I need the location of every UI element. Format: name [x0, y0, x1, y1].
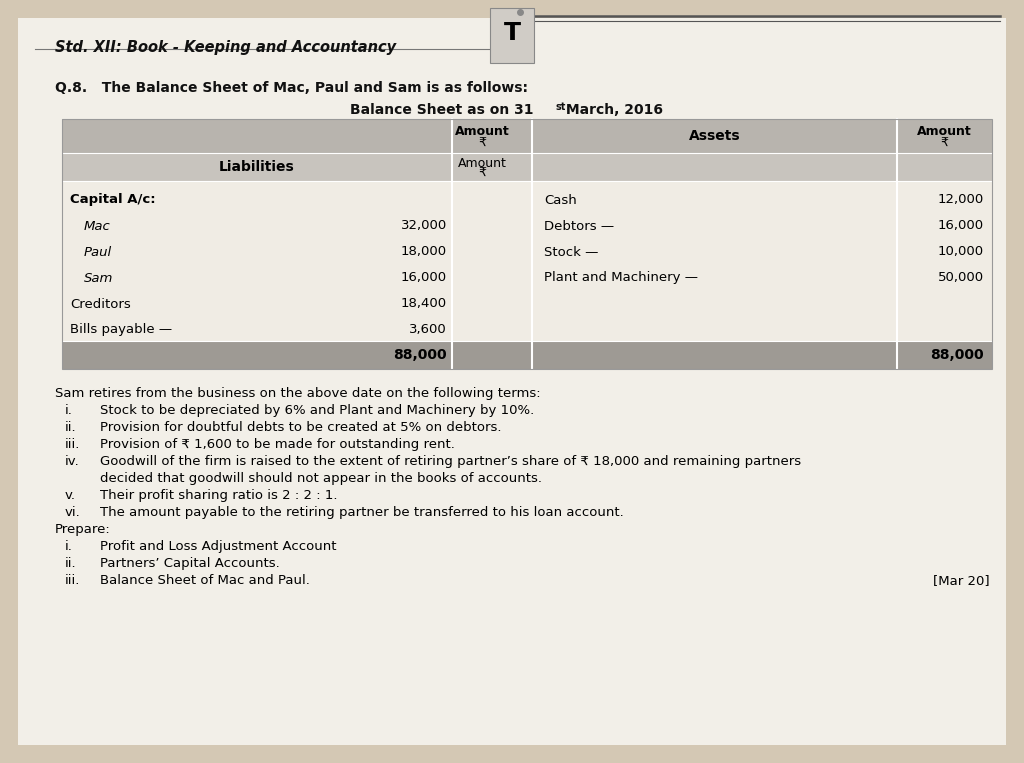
Text: ₹: ₹: [478, 137, 486, 150]
Text: 18,400: 18,400: [400, 298, 447, 311]
Text: Creditors: Creditors: [70, 298, 131, 311]
Bar: [62, 119, 992, 369]
Text: iii.: iii.: [65, 438, 80, 451]
Text: 88,000: 88,000: [393, 348, 447, 362]
Bar: [62, 119, 532, 153]
Text: ₹: ₹: [940, 137, 948, 150]
Bar: [532, 119, 992, 153]
Text: decided that goodwill should not appear in the books of accounts.: decided that goodwill should not appear …: [100, 472, 542, 485]
Bar: [532, 341, 992, 369]
Text: ii.: ii.: [65, 421, 77, 434]
Text: Amount: Amount: [458, 157, 507, 170]
Bar: [532, 181, 992, 341]
Text: Sam: Sam: [84, 272, 114, 285]
Text: Bills payable —: Bills payable —: [70, 324, 172, 336]
Text: Capital A/c:: Capital A/c:: [70, 194, 156, 207]
Text: Sam retires from the business on the above date on the following terms:: Sam retires from the business on the abo…: [55, 387, 541, 400]
Text: ₹: ₹: [478, 166, 486, 179]
Text: Debtors —: Debtors —: [544, 220, 614, 233]
Bar: [62, 341, 532, 369]
Text: i.: i.: [65, 540, 73, 553]
Text: Liabilities: Liabilities: [219, 160, 295, 174]
Text: [Mar 20]: [Mar 20]: [933, 574, 990, 587]
Text: Balance Sheet as on 31: Balance Sheet as on 31: [350, 103, 534, 117]
Bar: [62, 181, 532, 341]
Bar: [532, 153, 992, 181]
Text: 3,600: 3,600: [410, 324, 447, 336]
Text: Paul: Paul: [84, 246, 112, 259]
Text: The amount payable to the retiring partner be transferred to his loan account.: The amount payable to the retiring partn…: [100, 506, 624, 519]
Text: 16,000: 16,000: [938, 220, 984, 233]
Text: Provision of ₹ 1,600 to be made for outstanding rent.: Provision of ₹ 1,600 to be made for outs…: [100, 438, 455, 451]
Text: Their profit sharing ratio is 2 : 2 : 1.: Their profit sharing ratio is 2 : 2 : 1.: [100, 489, 338, 502]
Text: Provision for doubtful debts to be created at 5% on debtors.: Provision for doubtful debts to be creat…: [100, 421, 502, 434]
Bar: [490, 8, 534, 63]
Text: Mac: Mac: [84, 220, 111, 233]
Text: Partners’ Capital Accounts.: Partners’ Capital Accounts.: [100, 557, 280, 570]
Text: Cash: Cash: [544, 194, 577, 207]
Text: Amount: Amount: [455, 125, 509, 138]
Text: 88,000: 88,000: [931, 348, 984, 362]
Text: Amount: Amount: [918, 125, 972, 138]
Text: st: st: [555, 102, 565, 112]
Text: Goodwill of the firm is raised to the extent of retiring partner’s share of ₹ 18: Goodwill of the firm is raised to the ex…: [100, 455, 801, 468]
Text: 18,000: 18,000: [400, 246, 447, 259]
Text: Std. XII: Book - Keeping and Accountancy: Std. XII: Book - Keeping and Accountancy: [55, 40, 396, 55]
Text: iv.: iv.: [65, 455, 80, 468]
Text: Assets: Assets: [689, 129, 740, 143]
Text: 32,000: 32,000: [400, 220, 447, 233]
Text: Profit and Loss Adjustment Account: Profit and Loss Adjustment Account: [100, 540, 337, 553]
Text: iii.: iii.: [65, 574, 80, 587]
Text: vi.: vi.: [65, 506, 81, 519]
Text: Stock to be depreciated by 6% and Plant and Machinery by 10%.: Stock to be depreciated by 6% and Plant …: [100, 404, 535, 417]
Text: v.: v.: [65, 489, 76, 502]
Text: Prepare:: Prepare:: [55, 523, 111, 536]
Text: 10,000: 10,000: [938, 246, 984, 259]
Text: Q.8.   The Balance Sheet of Mac, Paul and Sam is as follows:: Q.8. The Balance Sheet of Mac, Paul and …: [55, 81, 528, 95]
Text: Stock —: Stock —: [544, 246, 598, 259]
Text: T: T: [504, 21, 520, 45]
Text: 50,000: 50,000: [938, 272, 984, 285]
Text: March, 2016: March, 2016: [561, 103, 663, 117]
Bar: [62, 153, 532, 181]
Text: ii.: ii.: [65, 557, 77, 570]
Text: i.: i.: [65, 404, 73, 417]
Text: Balance Sheet of Mac and Paul.: Balance Sheet of Mac and Paul.: [100, 574, 310, 587]
Text: Plant and Machinery —: Plant and Machinery —: [544, 272, 698, 285]
Text: 12,000: 12,000: [938, 194, 984, 207]
Text: 16,000: 16,000: [400, 272, 447, 285]
